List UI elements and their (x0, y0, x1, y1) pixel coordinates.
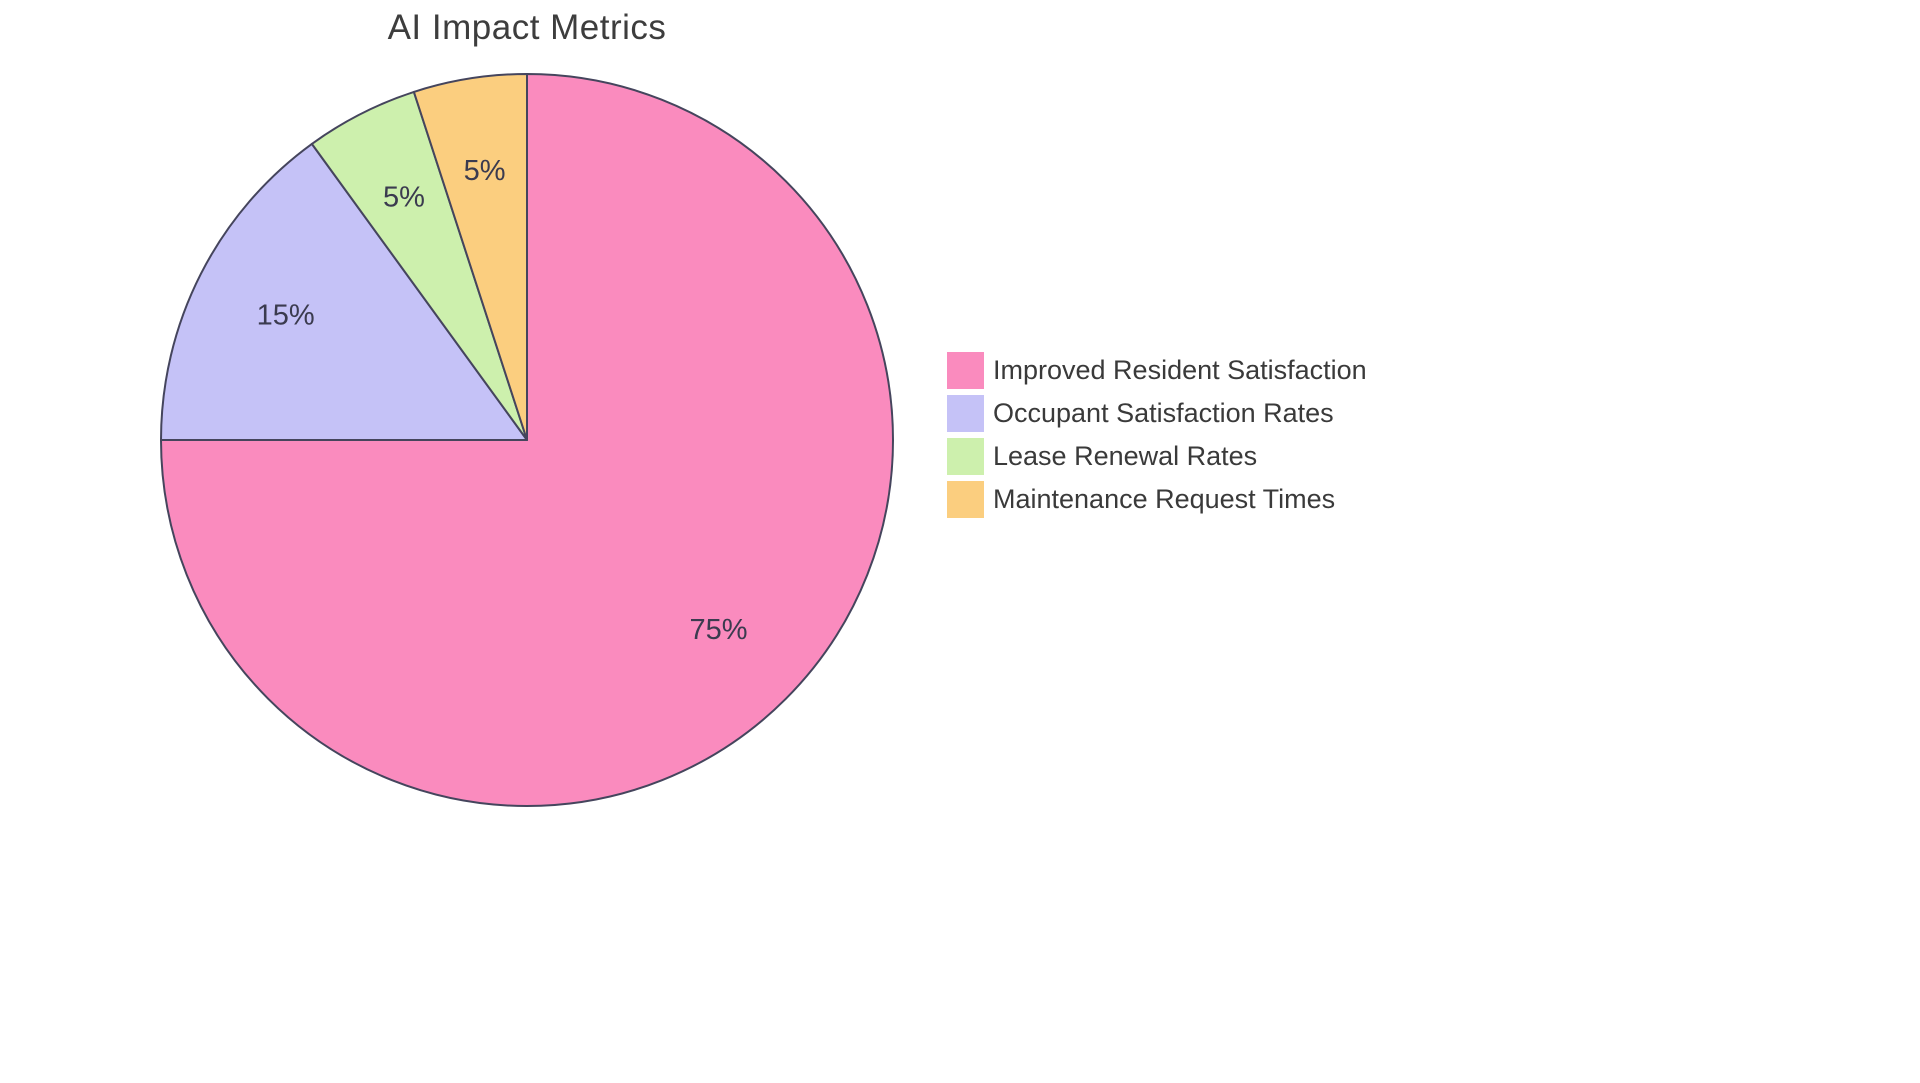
legend-label-3: Lease Renewal Rates (993, 441, 1258, 471)
slice-percent-label-1: 75% (689, 614, 747, 646)
pie-slice-1 (160, 73, 894, 807)
legend-swatch-2 (947, 395, 984, 432)
chart-title: AI Impact Metrics (387, 8, 667, 47)
chart-legend: Improved Resident Satisfaction Occupant S… (947, 352, 1367, 518)
pie-percent-labels-group: 75% 15% 5% 5% (257, 155, 748, 646)
legend-swatch-4 (947, 481, 984, 518)
legend-item-3: Lease Renewal Rates (947, 438, 1367, 475)
pie-slices-group (160, 73, 894, 807)
legend-label-4: Maintenance Request Times (993, 484, 1336, 514)
slice-percent-label-4: 5% (464, 155, 506, 187)
legend-item-1: Improved Resident Satisfaction (947, 352, 1367, 389)
slice-percent-label-3: 5% (383, 181, 425, 213)
slice-percent-label-2: 15% (257, 300, 315, 332)
legend-swatch-3 (947, 438, 984, 475)
legend-label-1: Improved Resident Satisfaction (993, 355, 1367, 385)
pie-slice-2 (160, 142, 528, 441)
legend-item-4: Maintenance Request Times (947, 481, 1367, 518)
legend-item-2: Occupant Satisfaction Rates (947, 395, 1367, 432)
pie-slice-4 (412, 73, 528, 441)
legend-swatch-1 (947, 352, 984, 389)
legend-label-2: Occupant Satisfaction Rates (993, 398, 1334, 428)
